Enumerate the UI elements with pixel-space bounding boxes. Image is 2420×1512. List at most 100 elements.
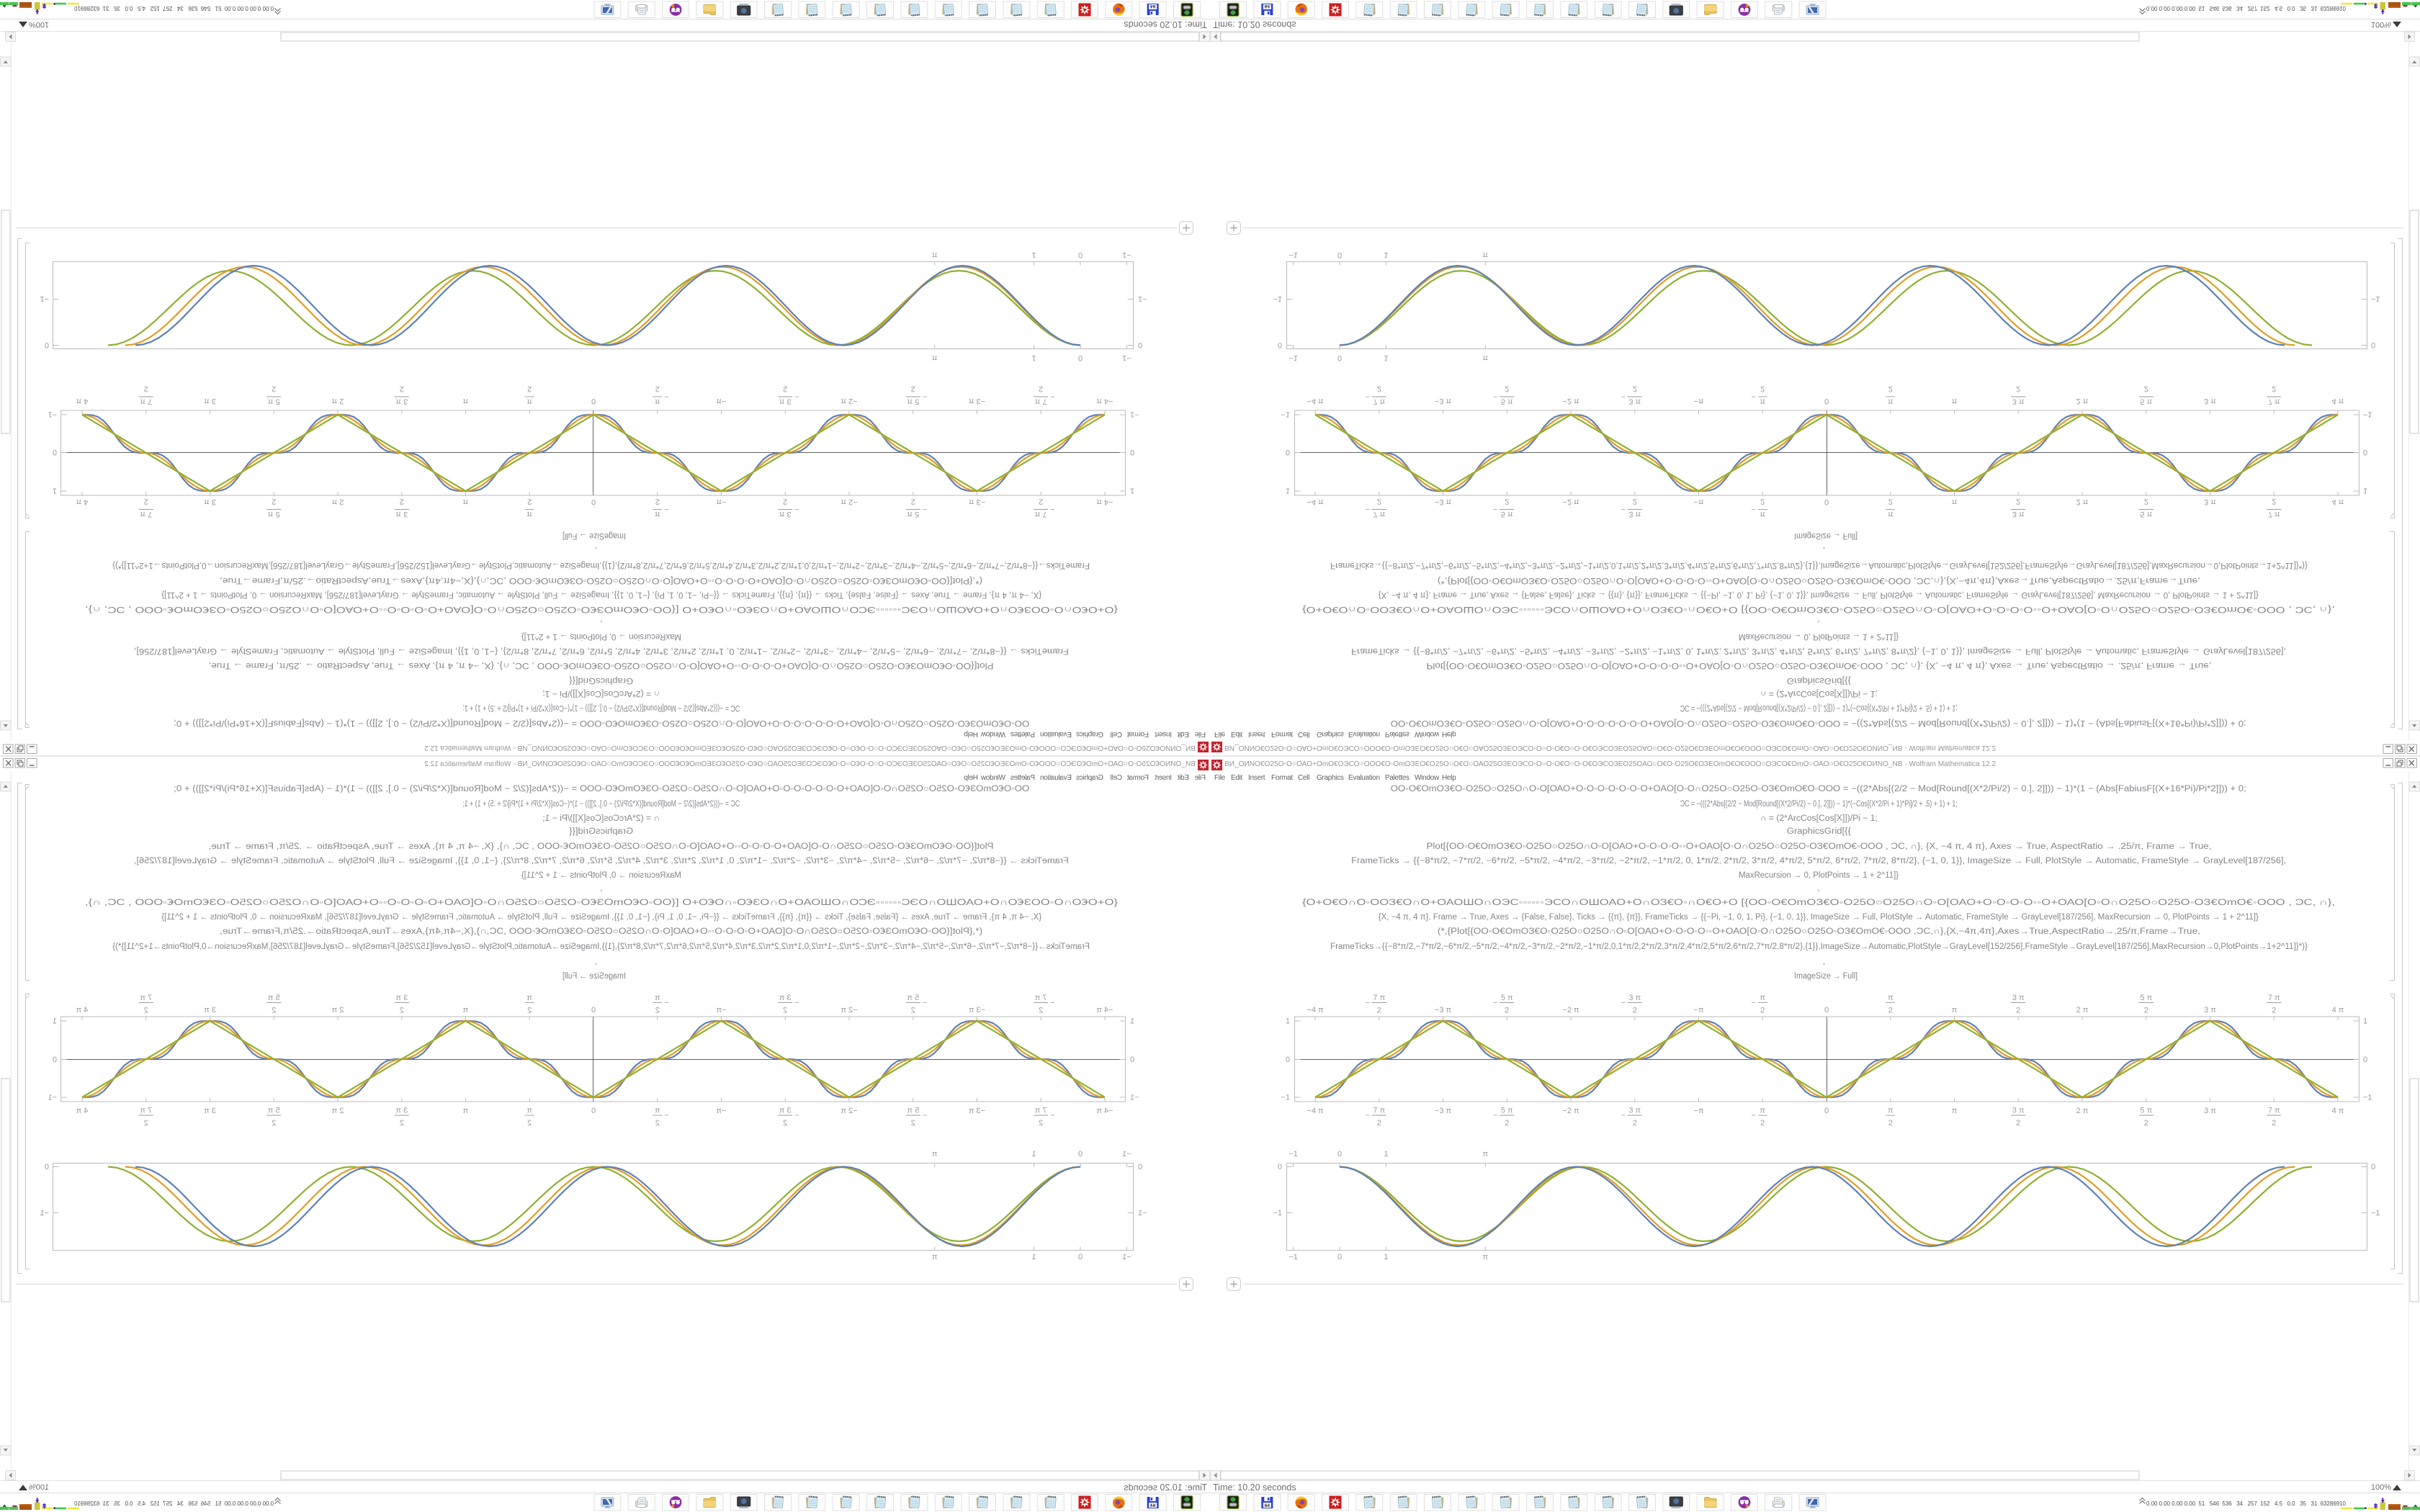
svg-text:2: 2 bbox=[144, 1007, 148, 1015]
svg-text:7 π: 7 π bbox=[1373, 994, 1385, 1002]
svg-text:−4 π: −4 π bbox=[1307, 1107, 1324, 1115]
svg-text:2: 2 bbox=[1505, 498, 1509, 506]
svg-text:2 π: 2 π bbox=[2076, 498, 2089, 506]
svg-text:2: 2 bbox=[1888, 1007, 1893, 1015]
svg-text:0: 0 bbox=[1286, 1056, 1290, 1064]
svg-text:−1: −1 bbox=[1289, 1150, 1298, 1158]
svg-text:−: − bbox=[923, 392, 927, 401]
svg-text:−2 π: −2 π bbox=[1562, 498, 1579, 506]
svg-text:2: 2 bbox=[1760, 384, 1765, 393]
svg-text:1: 1 bbox=[53, 487, 57, 495]
svg-text:−π: −π bbox=[1693, 1006, 1703, 1014]
svg-text:π: π bbox=[1888, 994, 1894, 1002]
svg-text:π: π bbox=[931, 1150, 937, 1158]
svg-text:π: π bbox=[1760, 1107, 1765, 1115]
svg-text:−: − bbox=[1365, 392, 1369, 401]
svg-text:π: π bbox=[526, 510, 532, 518]
svg-text:−: − bbox=[664, 392, 668, 401]
svg-text:−3 π: −3 π bbox=[968, 498, 985, 506]
svg-text:3 π: 3 π bbox=[204, 1006, 216, 1014]
svg-text:5 π: 5 π bbox=[2140, 1107, 2152, 1115]
svg-text:1: 1 bbox=[1286, 1017, 1290, 1026]
svg-text:π: π bbox=[655, 1107, 660, 1115]
svg-text:−1: −1 bbox=[1122, 251, 1131, 259]
svg-text:π: π bbox=[1760, 397, 1765, 406]
svg-text:−3 π: −3 π bbox=[1435, 397, 1452, 405]
svg-text:π: π bbox=[1888, 510, 1894, 518]
svg-text:5 π: 5 π bbox=[1501, 994, 1513, 1002]
svg-text:3 π: 3 π bbox=[2012, 397, 2025, 406]
svg-text:−: − bbox=[1050, 999, 1054, 1007]
svg-text:0: 0 bbox=[1078, 354, 1083, 362]
svg-text:2: 2 bbox=[144, 384, 148, 393]
svg-text:−3 π: −3 π bbox=[1435, 1006, 1452, 1014]
svg-text:−: − bbox=[1493, 999, 1497, 1007]
svg-text:−2 π: −2 π bbox=[1562, 397, 1579, 405]
svg-text:3 π: 3 π bbox=[395, 1107, 408, 1115]
svg-text:π: π bbox=[1483, 354, 1489, 362]
svg-text:3 π: 3 π bbox=[779, 1107, 791, 1115]
svg-text:2: 2 bbox=[1633, 498, 1637, 506]
svg-text:2: 2 bbox=[1760, 1007, 1765, 1015]
svg-text:−π: −π bbox=[1693, 498, 1703, 506]
svg-text:1: 1 bbox=[1032, 1253, 1036, 1261]
svg-text:7 π: 7 π bbox=[1034, 1107, 1047, 1115]
svg-text:2: 2 bbox=[272, 384, 276, 393]
svg-text:−1: −1 bbox=[2371, 294, 2380, 303]
svg-text:−2 π: −2 π bbox=[841, 397, 858, 405]
svg-text:−: − bbox=[664, 999, 668, 1007]
svg-text:2: 2 bbox=[1377, 1119, 1381, 1128]
svg-text:2: 2 bbox=[527, 1007, 532, 1015]
svg-text:2: 2 bbox=[2016, 498, 2020, 506]
svg-text:−3 π: −3 π bbox=[968, 1006, 985, 1014]
svg-text:3 π: 3 π bbox=[395, 994, 408, 1002]
svg-text:−3 π: −3 π bbox=[1435, 498, 1452, 506]
svg-text:0: 0 bbox=[1286, 448, 1290, 456]
svg-text:−: − bbox=[923, 999, 927, 1007]
svg-text:7 π: 7 π bbox=[140, 994, 152, 1002]
svg-text:5 π: 5 π bbox=[1501, 510, 1513, 518]
svg-text:0: 0 bbox=[2363, 1056, 2367, 1064]
svg-text:π: π bbox=[931, 251, 937, 259]
svg-text:2: 2 bbox=[527, 384, 532, 393]
svg-text:64: 64 bbox=[1150, 4, 1156, 9]
svg-text:2: 2 bbox=[1377, 498, 1381, 506]
svg-text:2: 2 bbox=[2272, 384, 2276, 393]
svg-text:2: 2 bbox=[783, 1007, 787, 1015]
svg-text:5 π: 5 π bbox=[2140, 510, 2152, 518]
svg-text:π: π bbox=[1483, 251, 1489, 259]
svg-text:2 π: 2 π bbox=[2076, 1006, 2089, 1014]
svg-text:π: π bbox=[1483, 1150, 1489, 1158]
svg-text:2: 2 bbox=[655, 1119, 660, 1128]
svg-text:2: 2 bbox=[911, 1119, 915, 1128]
svg-text:2 π: 2 π bbox=[2076, 1107, 2089, 1115]
svg-text:2 π: 2 π bbox=[331, 1107, 344, 1115]
svg-text:0: 0 bbox=[53, 1056, 57, 1064]
svg-text:−: − bbox=[1493, 1112, 1497, 1120]
svg-text:2: 2 bbox=[144, 498, 148, 506]
svg-text:2: 2 bbox=[272, 1007, 276, 1015]
svg-text:−1: −1 bbox=[2363, 1094, 2372, 1102]
svg-text:−2 π: −2 π bbox=[1562, 1107, 1579, 1115]
svg-text:7 π: 7 π bbox=[1034, 397, 1047, 406]
svg-text:−1: −1 bbox=[1273, 1209, 1282, 1218]
svg-text:2 π: 2 π bbox=[331, 1006, 344, 1014]
svg-text:2: 2 bbox=[1633, 384, 1637, 393]
svg-text:−2 π: −2 π bbox=[841, 498, 858, 506]
svg-text:−: − bbox=[664, 505, 668, 513]
svg-text:2: 2 bbox=[144, 1119, 148, 1128]
svg-text:2: 2 bbox=[400, 498, 404, 506]
svg-text:1: 1 bbox=[53, 1017, 57, 1026]
svg-text:5 π: 5 π bbox=[907, 994, 919, 1002]
svg-text:2: 2 bbox=[2016, 1007, 2020, 1015]
svg-text:4 π: 4 π bbox=[76, 1107, 88, 1115]
svg-text:2: 2 bbox=[2272, 1007, 2276, 1015]
svg-text:0: 0 bbox=[1337, 1253, 1342, 1261]
svg-text:0: 0 bbox=[1278, 341, 1282, 349]
svg-text:4 π: 4 π bbox=[76, 397, 88, 405]
svg-text:π: π bbox=[1952, 1107, 1958, 1115]
svg-text:π: π bbox=[462, 498, 468, 506]
svg-text:π: π bbox=[931, 1253, 937, 1261]
svg-text:−2 π: −2 π bbox=[1562, 1006, 1579, 1014]
svg-text:π: π bbox=[462, 397, 468, 405]
